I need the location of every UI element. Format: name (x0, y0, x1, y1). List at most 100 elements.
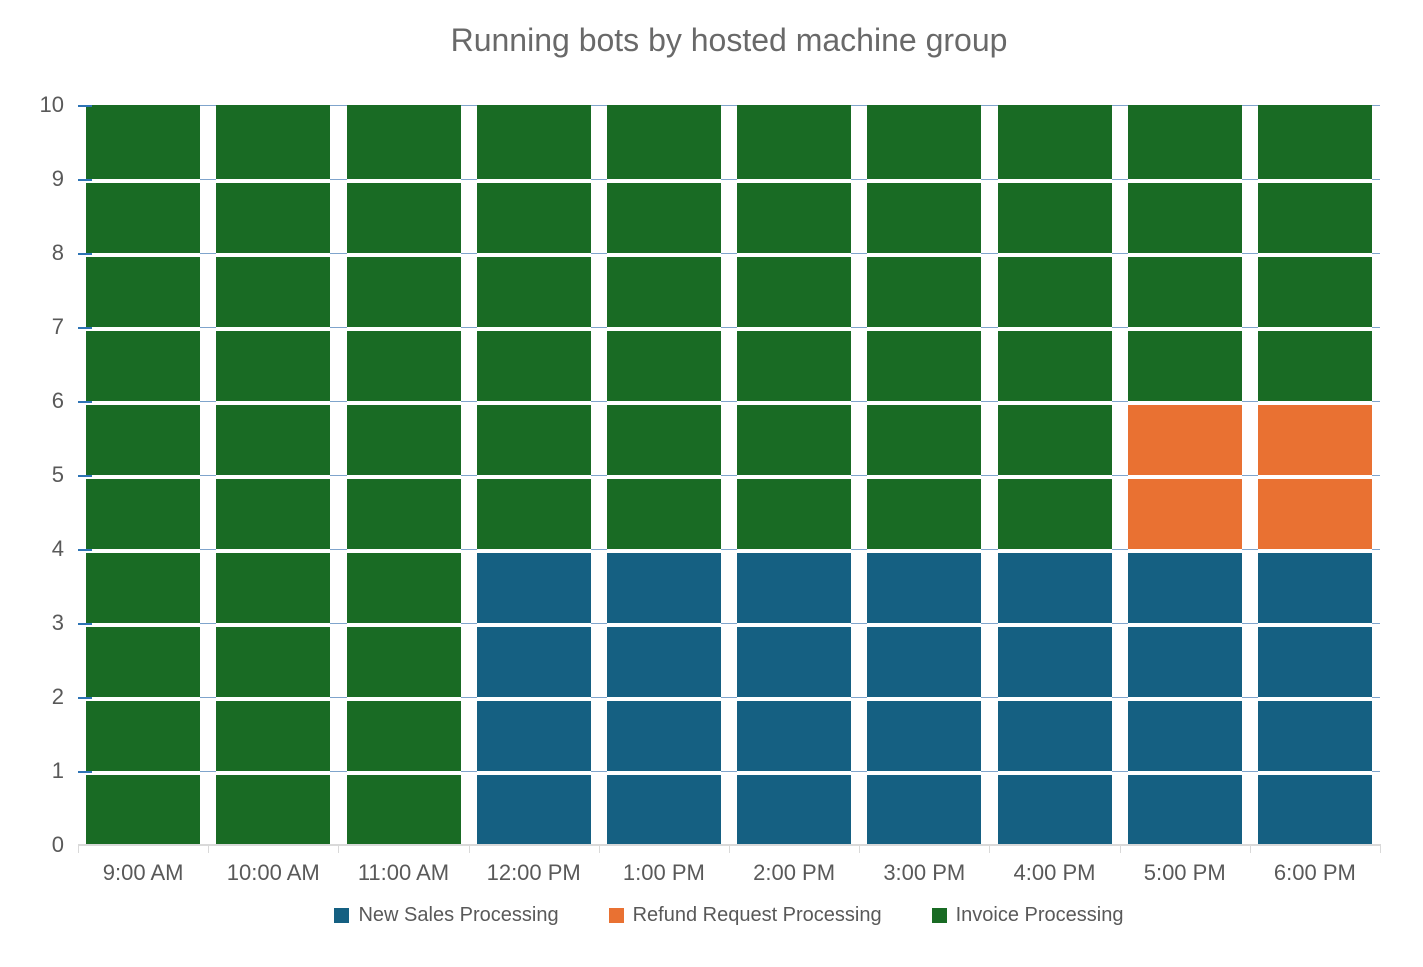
bar-segment-unit (867, 105, 982, 179)
bar-segment-unit (476, 253, 591, 327)
bar-segment-unit (737, 105, 852, 179)
bar-column-5-00-pm (1127, 105, 1242, 845)
x-axis-tick (78, 846, 79, 853)
y-tick-segment (78, 104, 92, 107)
bar-column-3-00-pm (867, 105, 982, 845)
bar-segment-unit (997, 401, 1112, 475)
bar-segment-unit (86, 327, 201, 401)
bar-segment-unit (346, 697, 461, 771)
bar-segment-unit (1127, 549, 1242, 623)
bar-segment-unit (216, 327, 331, 401)
x-axis-tick (468, 846, 470, 853)
bar-segment-unit (737, 179, 852, 253)
y-tick-segment (78, 252, 92, 255)
bar-segment-unit (997, 623, 1112, 697)
bar-segment-unit (606, 697, 721, 771)
gridline-y9 (78, 179, 1380, 180)
chart-legend: New Sales Processing Refund Request Proce… (78, 904, 1380, 927)
bar-segment-unit (867, 179, 982, 253)
bar-segment-unit (606, 549, 721, 623)
bar-segment-unit (216, 623, 331, 697)
bar-segment-unit (867, 475, 982, 549)
y-tick-segment (78, 178, 92, 181)
bar-segment-unit (1127, 771, 1242, 845)
x-axis-label-9-00-am: 9:00 AM (102, 860, 184, 885)
bar-segment-unit (346, 327, 461, 401)
bar-segment-unit (476, 327, 591, 401)
bar-segment-unit (737, 697, 852, 771)
bar-segment-unit (606, 475, 721, 549)
bar-segment-unit (1127, 105, 1242, 179)
legend-item-invoice-processing: Invoice Processing (931, 904, 1124, 927)
bar-segment-unit (346, 771, 461, 845)
gridline-y6 (78, 401, 1380, 402)
bar-segment-unit (216, 401, 331, 475)
bar-segment-unit (997, 475, 1112, 549)
x-axis-label-6-00-pm: 6:00 PM (1273, 860, 1356, 885)
legend-label: Invoice Processing (955, 904, 1124, 926)
bar-segment-unit (867, 253, 982, 327)
bar-column-9-00-am (86, 105, 201, 845)
bar-segment-unit (86, 549, 201, 623)
bar-segment-unit (86, 401, 201, 475)
bar-segment-unit (997, 253, 1112, 327)
y-axis-label-1: 1 (51, 758, 64, 783)
bar-segment-unit (737, 475, 852, 549)
bar-segment-unit (476, 179, 591, 253)
gridline-y2 (78, 697, 1380, 698)
bar-segment-unit (997, 771, 1112, 845)
bar-segment-unit (346, 475, 461, 549)
x-axis-tick (338, 846, 340, 853)
bar-segment-unit (737, 623, 852, 697)
bar-segment-unit (737, 771, 852, 845)
x-axis-tick (598, 846, 600, 853)
bar-segment-unit (1257, 179, 1372, 253)
y-axis-label-4: 4 (51, 536, 64, 561)
gridline-y1 (78, 771, 1380, 772)
bar-segment-unit (216, 179, 331, 253)
bar-segment-unit (737, 549, 852, 623)
bar-segment-unit (476, 105, 591, 179)
y-axis-label-5: 5 (51, 462, 64, 487)
bar-segment-unit (86, 105, 201, 179)
gridline-y7 (78, 327, 1380, 328)
y-tick-segment (78, 770, 92, 773)
bar-segment-unit (606, 327, 721, 401)
y-axis-label-2: 2 (51, 684, 64, 709)
bar-segment-unit (1257, 697, 1372, 771)
bar-segment-unit (476, 697, 591, 771)
x-axis-label-1-00-pm: 1:00 PM (622, 860, 705, 885)
bar-segment-unit (346, 253, 461, 327)
legend-item-new-sales-processing: New Sales Processing (334, 904, 559, 927)
x-axis-tick (989, 846, 991, 853)
bar-segment-unit (606, 179, 721, 253)
y-axis-label-3: 3 (51, 610, 64, 635)
bar-segment-unit (1257, 771, 1372, 845)
y-tick-segment (78, 622, 92, 625)
bar-segment-unit (476, 623, 591, 697)
gridline-y4 (78, 549, 1380, 550)
bar-segment-unit (346, 401, 461, 475)
bar-column-1-00-pm (606, 105, 721, 845)
bar-column-10-00-am (216, 105, 331, 845)
x-axis-label-10-00-am: 10:00 AM (226, 860, 320, 885)
gridline-y3 (78, 623, 1380, 624)
bar-segment-unit (1127, 475, 1242, 549)
bar-segment-unit (216, 697, 331, 771)
x-axis-tick (859, 846, 861, 853)
x-axis-label-4-00-pm: 4:00 PM (1013, 860, 1096, 885)
bar-segment-unit (86, 179, 201, 253)
bar-segment-unit (1127, 697, 1242, 771)
x-axis-tick (1119, 846, 1121, 853)
bar-segment-unit (1257, 623, 1372, 697)
y-tick-segment (78, 474, 92, 477)
x-axis-label-5-00-pm: 5:00 PM (1143, 860, 1226, 885)
bar-column-11-00-am (346, 105, 461, 845)
bar-segment-unit (867, 327, 982, 401)
bar-segment-unit (346, 179, 461, 253)
bar-segment-unit (1257, 475, 1372, 549)
x-axis-tick (208, 846, 210, 853)
bar-segment-unit (1257, 549, 1372, 623)
bar-segment-unit (1257, 327, 1372, 401)
